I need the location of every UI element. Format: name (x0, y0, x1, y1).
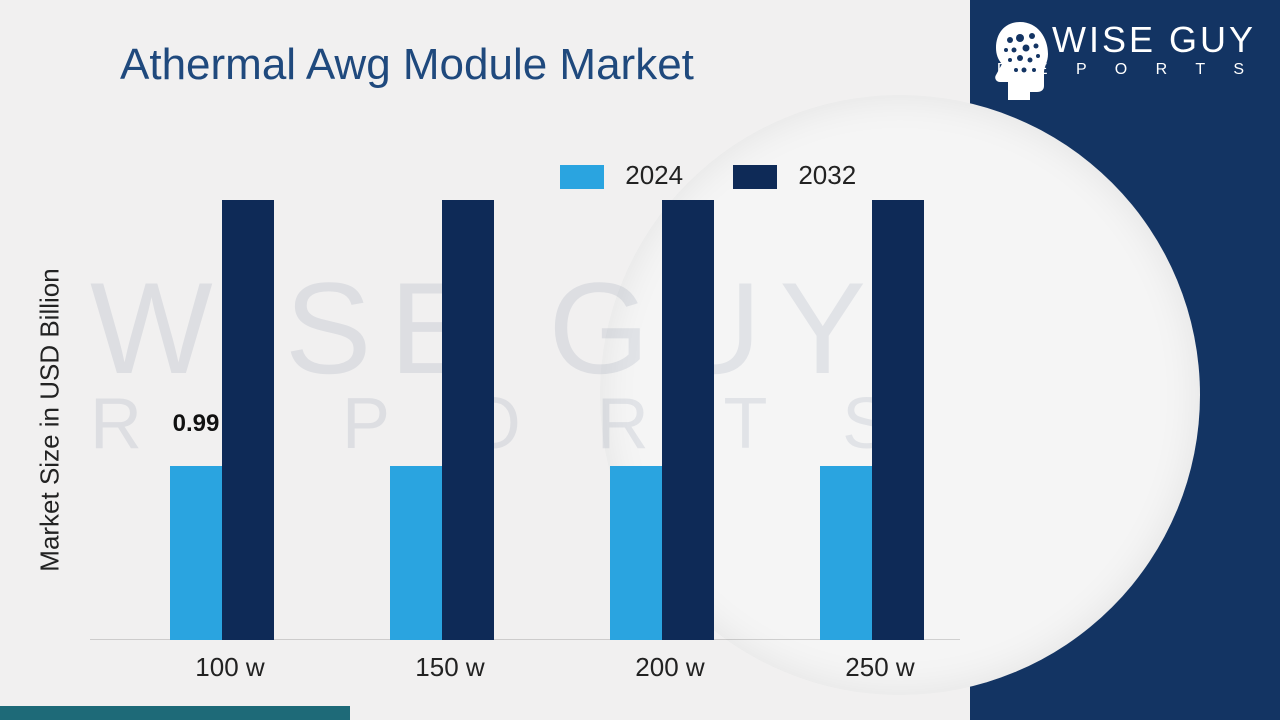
chart-title: Athermal Awg Module Market (120, 40, 694, 90)
bar-2032 (222, 200, 274, 640)
bar-2024 (610, 466, 662, 640)
bar-2024 (820, 466, 872, 640)
bar-group: 150 w (390, 200, 510, 640)
bar-2032 (442, 200, 494, 640)
logo-line2: R E P O R T S (991, 60, 1256, 79)
brand-logo: WISE GUY R E P O R T S (991, 22, 1256, 79)
legend-swatch-2032 (733, 165, 777, 189)
y-axis-label: Market Size in USD Billion (35, 268, 66, 571)
bar-value-label: 0.99 (173, 410, 220, 438)
bar-group: 200 w (610, 200, 730, 640)
legend: 2024 2032 (560, 160, 856, 191)
bar-2032 (872, 200, 924, 640)
x-tick-label: 250 w (845, 652, 914, 683)
chart-area: 100 w150 w200 w250 w0.99 (90, 200, 950, 640)
legend-item-2032: 2032 (733, 160, 856, 191)
legend-label-2032: 2032 (798, 160, 856, 190)
x-tick-label: 150 w (415, 652, 484, 683)
logo-line1: WISE GUY (991, 22, 1256, 58)
bar-2024 (170, 466, 222, 640)
bottom-accent-bar (0, 706, 350, 720)
canvas: WISE GUY R E P O R T S Athermal Awg Modu… (0, 0, 1280, 720)
bar-group: 250 w (820, 200, 940, 640)
legend-label-2024: 2024 (625, 160, 683, 190)
legend-item-2024: 2024 (560, 160, 683, 191)
legend-swatch-2024 (560, 165, 604, 189)
x-tick-label: 100 w (195, 652, 264, 683)
bar-2024 (390, 466, 442, 640)
bar-2032 (662, 200, 714, 640)
x-tick-label: 200 w (635, 652, 704, 683)
